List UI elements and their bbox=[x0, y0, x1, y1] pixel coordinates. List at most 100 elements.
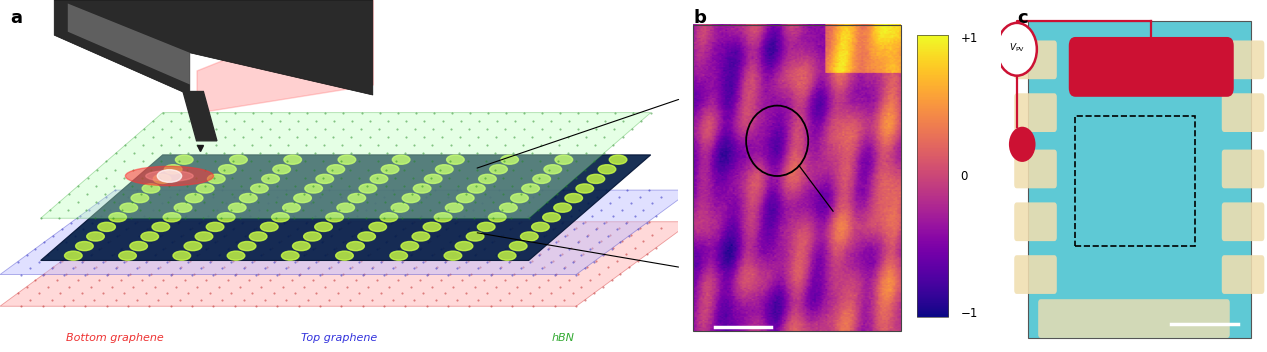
Circle shape bbox=[327, 165, 345, 174]
Text: Bottom graphene: Bottom graphene bbox=[66, 333, 165, 343]
Circle shape bbox=[184, 241, 201, 251]
Circle shape bbox=[76, 241, 94, 251]
Circle shape bbox=[283, 203, 300, 212]
Circle shape bbox=[609, 155, 627, 164]
Circle shape bbox=[542, 213, 560, 222]
Circle shape bbox=[554, 203, 571, 212]
Circle shape bbox=[413, 184, 431, 193]
Circle shape bbox=[208, 174, 226, 183]
Circle shape bbox=[109, 213, 127, 222]
Bar bbox=[1028, 21, 1251, 338]
Circle shape bbox=[357, 232, 375, 241]
Circle shape bbox=[446, 155, 464, 164]
Circle shape bbox=[326, 213, 343, 222]
Circle shape bbox=[305, 184, 323, 193]
Circle shape bbox=[445, 203, 462, 212]
Circle shape bbox=[228, 203, 246, 212]
Polygon shape bbox=[0, 222, 692, 306]
Circle shape bbox=[271, 213, 289, 222]
Circle shape bbox=[392, 203, 409, 212]
Circle shape bbox=[175, 155, 193, 164]
Circle shape bbox=[165, 165, 182, 174]
Bar bbox=[693, 25, 901, 331]
Circle shape bbox=[424, 174, 442, 183]
Circle shape bbox=[380, 213, 398, 222]
Circle shape bbox=[400, 241, 418, 251]
Circle shape bbox=[229, 155, 247, 164]
Text: c: c bbox=[1017, 9, 1028, 27]
Circle shape bbox=[129, 241, 147, 251]
Circle shape bbox=[370, 174, 388, 183]
Circle shape bbox=[120, 203, 138, 212]
Circle shape bbox=[511, 194, 528, 203]
Circle shape bbox=[281, 251, 299, 260]
Polygon shape bbox=[0, 190, 692, 275]
Circle shape bbox=[174, 203, 191, 212]
Circle shape bbox=[219, 165, 236, 174]
Circle shape bbox=[294, 194, 312, 203]
Circle shape bbox=[207, 222, 224, 232]
Circle shape bbox=[369, 222, 386, 232]
Bar bbox=[917, 35, 948, 317]
Circle shape bbox=[445, 251, 461, 260]
Circle shape bbox=[544, 165, 561, 174]
Circle shape bbox=[468, 184, 485, 193]
Circle shape bbox=[86, 232, 104, 241]
Circle shape bbox=[239, 194, 257, 203]
Circle shape bbox=[499, 203, 517, 212]
Circle shape bbox=[304, 232, 322, 241]
FancyBboxPatch shape bbox=[1221, 93, 1264, 132]
Text: $V_{\mathrm{PV}}$ (norm.): $V_{\mathrm{PV}}$ (norm.) bbox=[1136, 144, 1150, 208]
Circle shape bbox=[498, 251, 516, 260]
FancyBboxPatch shape bbox=[1014, 93, 1057, 132]
Circle shape bbox=[381, 165, 399, 174]
Circle shape bbox=[261, 222, 277, 232]
FancyBboxPatch shape bbox=[1014, 202, 1057, 241]
Circle shape bbox=[997, 23, 1036, 76]
Circle shape bbox=[174, 251, 190, 260]
Circle shape bbox=[509, 241, 527, 251]
Circle shape bbox=[293, 241, 310, 251]
Text: a: a bbox=[10, 9, 22, 27]
Text: 0: 0 bbox=[960, 170, 968, 182]
Circle shape bbox=[119, 251, 137, 260]
Circle shape bbox=[98, 222, 115, 232]
Circle shape bbox=[65, 251, 82, 260]
Circle shape bbox=[315, 174, 333, 183]
Circle shape bbox=[490, 165, 507, 174]
Circle shape bbox=[348, 194, 366, 203]
Bar bbox=[1076, 116, 1195, 246]
Circle shape bbox=[336, 251, 353, 260]
Circle shape bbox=[533, 174, 550, 183]
Circle shape bbox=[435, 213, 452, 222]
Circle shape bbox=[479, 174, 497, 183]
Ellipse shape bbox=[146, 171, 193, 181]
Text: Top graphene: Top graphene bbox=[300, 333, 378, 343]
Text: $V_{\mathrm{PV}}$: $V_{\mathrm{PV}}$ bbox=[1009, 41, 1025, 54]
FancyBboxPatch shape bbox=[1014, 40, 1057, 79]
Polygon shape bbox=[54, 0, 372, 95]
Circle shape bbox=[157, 170, 181, 182]
Text: −1: −1 bbox=[960, 307, 978, 320]
Circle shape bbox=[142, 184, 160, 193]
Circle shape bbox=[153, 174, 171, 183]
Circle shape bbox=[522, 184, 540, 193]
Circle shape bbox=[576, 184, 594, 193]
Polygon shape bbox=[41, 113, 651, 218]
Circle shape bbox=[195, 232, 213, 241]
Text: hBN: hBN bbox=[551, 333, 574, 343]
Polygon shape bbox=[182, 92, 217, 141]
Circle shape bbox=[185, 194, 203, 203]
Circle shape bbox=[347, 241, 365, 251]
Polygon shape bbox=[68, 4, 190, 84]
Circle shape bbox=[423, 222, 441, 232]
Circle shape bbox=[338, 155, 356, 164]
Circle shape bbox=[489, 213, 506, 222]
Circle shape bbox=[152, 222, 170, 232]
Circle shape bbox=[250, 232, 267, 241]
Circle shape bbox=[500, 155, 518, 164]
Circle shape bbox=[598, 165, 616, 174]
Ellipse shape bbox=[125, 166, 214, 186]
FancyBboxPatch shape bbox=[1014, 150, 1057, 188]
Circle shape bbox=[359, 184, 376, 193]
